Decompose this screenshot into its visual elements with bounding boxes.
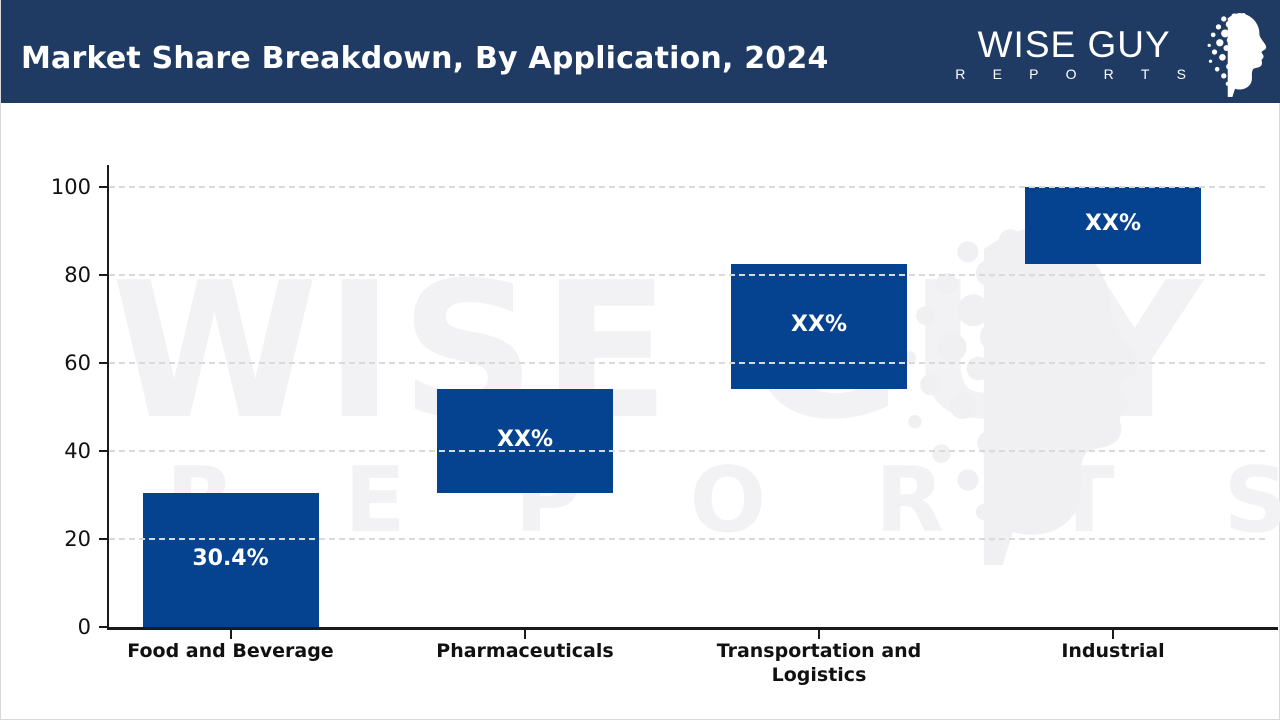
gridline-y-20: [109, 538, 1265, 540]
x-tick-mark: [818, 630, 820, 639]
y-tick-mark: [99, 626, 107, 628]
gridline-y-40: [109, 450, 1265, 452]
gridline-y-80: [109, 274, 1265, 276]
bar-segment-3: [731, 263, 907, 389]
gridline-y-100: [109, 186, 1265, 188]
logo-subtitle: R E P O R T S: [955, 65, 1199, 82]
bar-segment-1: [142, 493, 319, 627]
bar-segment-2: [437, 388, 613, 494]
y-tick-label: 0: [77, 615, 91, 639]
y-tick-label: 40: [64, 439, 91, 463]
x-category-label: Pharmaceuticals: [436, 640, 614, 662]
x-tick-mark: [229, 630, 232, 639]
y-tick-label: 80: [64, 263, 91, 287]
y-tick-label: 20: [64, 527, 91, 551]
wise-guy-logo-text: WISE GUY R E P O R T S: [949, 26, 1199, 82]
page-title: Market Share Breakdown, By Application, …: [21, 41, 829, 76]
logo-wordmark: WISE GUY: [977, 23, 1171, 65]
y-tick-mark: [99, 274, 107, 276]
wise-guy-logo: WISE GUY R E P O R T S: [949, 7, 1280, 97]
x-axis-line: [107, 627, 1278, 630]
bar-value-label: 30.4%: [192, 546, 269, 572]
bar-value-label: XX%: [1085, 211, 1141, 237]
gridline-y-60: [109, 362, 1265, 364]
x-tick-mark: [1112, 630, 1114, 639]
header: Market Share Breakdown, By Application, …: [1, 0, 1280, 103]
x-category-label: Transportation and Logistics: [716, 640, 922, 686]
y-tick-mark: [99, 450, 107, 452]
y-tick-mark: [99, 538, 107, 540]
y-tick-label: 60: [64, 351, 91, 375]
bar-segment-4: [1025, 187, 1201, 264]
y-tick-mark: [99, 362, 107, 364]
y-tick-label: 100: [50, 175, 91, 199]
y-tick-mark: [99, 186, 107, 188]
x-category-label: Food and Beverage: [127, 640, 334, 662]
bar-value-label: XX%: [497, 426, 553, 452]
y-axis-line: [107, 165, 109, 629]
bar-value-label: XX%: [791, 312, 847, 338]
x-category-label: Industrial: [1061, 640, 1165, 662]
x-tick-mark: [524, 630, 526, 639]
